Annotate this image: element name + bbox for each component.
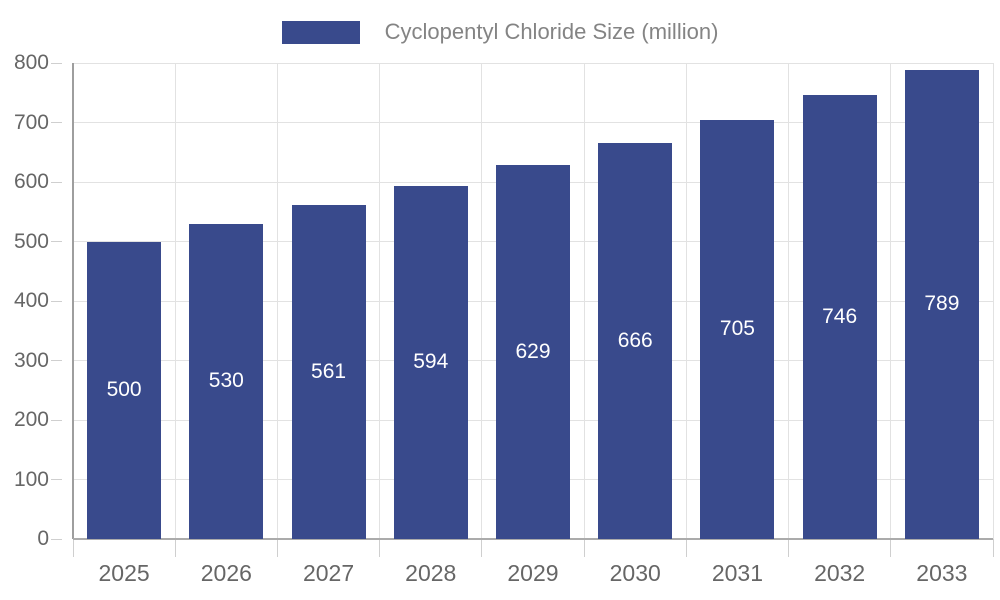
bar [393,185,468,539]
x-tick-label: 2032 [814,560,866,586]
y-axis-tick [51,360,62,361]
x-tick-label: 2026 [200,560,252,586]
gridline-vertical [583,63,585,539]
y-tick-label: 800 [13,51,49,74]
x-axis-tick [685,539,687,557]
y-axis-tick [51,122,62,123]
y-axis-tick [51,62,62,64]
x-axis-tick [379,539,381,557]
bar [189,223,264,539]
x-tick-label: 2027 [302,560,355,586]
x-axis-tick [788,539,790,557]
x-axis-tick [174,539,176,557]
y-axis-tick [51,419,62,421]
gridline-vertical [276,63,278,539]
y-tick-label: 300 [13,348,49,372]
y-axis-tick [51,300,62,302]
y-tick-label: 200 [13,408,49,431]
x-axis-tick [583,539,585,557]
gridline-vertical [481,63,483,539]
bar [700,119,775,539]
legend-item[interactable]: Cyclopentyl Chloride Size (million) [0,19,1000,45]
gridline-vertical [379,63,381,539]
x-tick-label: 2028 [405,560,457,586]
x-axis-tick [72,539,74,557]
y-tick-label: 600 [13,170,49,193]
gridline-vertical [992,63,994,539]
x-tick-label: 2031 [711,560,764,586]
gridline-vertical [788,63,790,539]
bar [87,241,162,539]
x-tick-label: 2033 [916,560,968,586]
y-tick-label: 400 [13,289,49,312]
y-axis-tick [51,479,62,480]
gridline-vertical [685,63,687,539]
y-tick-label: 700 [13,110,49,134]
x-axis-tick [992,539,994,557]
y-tick-label: 0 [37,527,49,550]
legend-swatch [281,20,360,44]
x-tick-label: 2030 [609,560,661,586]
legend-label: Cyclopentyl Chloride Size (million) [384,19,719,44]
y-axis-line [72,63,74,539]
y-tick-label: 500 [13,229,49,253]
bar [904,69,979,539]
gridline-vertical [890,63,892,539]
x-axis-tick [481,539,483,557]
y-axis-tick [51,241,62,242]
bar [802,95,877,539]
bar [598,142,673,539]
gridline-vertical [174,63,176,539]
y-axis-tick [51,181,62,183]
bar [496,164,570,539]
y-axis-tick [51,538,62,540]
x-tick-label: 2029 [507,560,559,586]
bar [291,205,366,539]
y-tick-label: 100 [13,467,49,491]
x-axis-tick [276,539,278,557]
x-axis-tick [890,539,892,557]
gridline-horizontal [73,62,993,64]
x-tick-label: 2025 [98,560,150,586]
